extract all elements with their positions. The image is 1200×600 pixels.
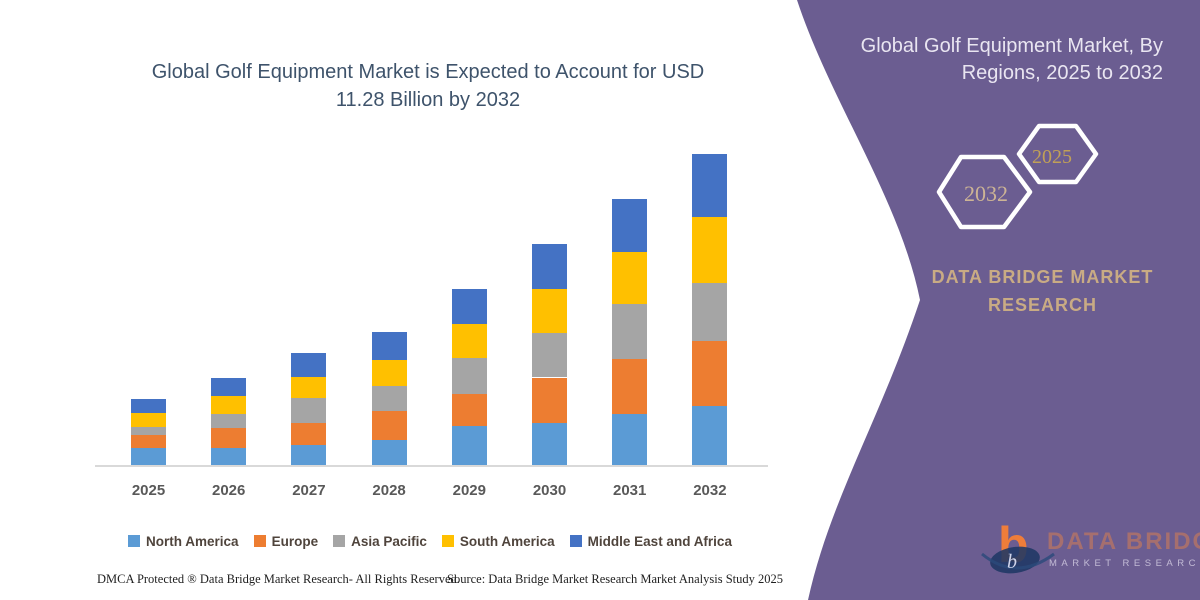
data-bridge-logo: b b DATA BRIDGE MARKET RESEARCH xyxy=(981,517,1200,574)
bar-segment-middle-east-and-africa-2030 xyxy=(532,243,567,289)
bar-segment-middle-east-and-africa-2027 xyxy=(291,353,327,377)
side-panel-title-line1: Global Golf Equipment Market, By xyxy=(860,35,1163,57)
legend-item-europe: Europe xyxy=(253,533,319,549)
bar-segment-north-america-2032 xyxy=(692,405,728,465)
legend-swatch-icon-europe xyxy=(253,535,266,547)
legend-swatch-icon-asia-pacific xyxy=(333,535,346,547)
bar-segment-asia-pacific-2029 xyxy=(451,358,487,394)
bar-segment-north-america-2027 xyxy=(291,445,327,465)
hexagon-2032-icon xyxy=(936,154,1033,230)
bar-segment-north-america-2031 xyxy=(612,413,648,465)
bar-segment-north-america-2025 xyxy=(131,448,166,465)
legend-item-middle-east-and-africa: Middle East and Africa xyxy=(569,533,732,549)
bar-segment-asia-pacific-2028 xyxy=(371,386,407,412)
dmca-notice: DMCA Protected ® Data Bridge Market Rese… xyxy=(97,572,460,586)
bar-segment-middle-east-and-africa-2029 xyxy=(451,289,487,324)
legend-label-north-america: North America xyxy=(146,533,239,549)
x-axis-line xyxy=(95,465,768,467)
chart-title: Global Golf Equipment Market is Expected… xyxy=(0,58,856,114)
bar-segment-middle-east-and-africa-2028 xyxy=(371,331,407,360)
x-axis-label-2026: 2026 xyxy=(212,482,246,499)
legend-label-middle-east-and-africa: Middle East and Africa xyxy=(587,533,732,549)
chart-legend: North America Europe Asia Pacific South Ame… xyxy=(60,530,800,552)
bar-segment-europe-2030 xyxy=(532,377,567,424)
hexagon-2025-icon xyxy=(1016,123,1099,185)
bar-segment-europe-2031 xyxy=(612,359,648,414)
x-axis-label-2029: 2029 xyxy=(452,482,486,499)
bar-segment-south-america-2032 xyxy=(692,216,728,283)
bar-segment-europe-2026 xyxy=(211,428,247,448)
bar-segment-europe-2025 xyxy=(131,435,166,449)
bar-segment-south-america-2031 xyxy=(612,252,648,305)
x-axis-label-2030: 2030 xyxy=(532,482,567,499)
legend-swatch-icon-south-america xyxy=(441,535,454,547)
legend-item-north-america: North America xyxy=(128,534,239,549)
bar-segment-europe-2029 xyxy=(451,393,487,427)
bar-segment-south-america-2026 xyxy=(211,396,247,414)
x-axis-label-2027: 2027 xyxy=(292,482,326,499)
plot-area: 2025 2026 2027 2028 2029 2030 2031 2032 xyxy=(95,153,768,499)
bar-segment-north-america-2028 xyxy=(371,440,407,465)
legend-label-europe: Europe xyxy=(271,533,319,549)
bar-segment-south-america-2025 xyxy=(131,412,166,427)
source-note: Source: Data Bridge Market Research Mark… xyxy=(447,572,784,586)
bar-segment-asia-pacific-2025 xyxy=(131,426,166,436)
bar-segment-south-america-2030 xyxy=(532,288,567,334)
bar-segment-middle-east-and-africa-2032 xyxy=(692,153,728,217)
bar-segment-asia-pacific-2031 xyxy=(612,304,648,359)
hexagon-2032-label: 2032 xyxy=(964,181,1008,206)
bar-segment-europe-2028 xyxy=(371,411,407,441)
bar-segment-asia-pacific-2026 xyxy=(211,413,247,428)
bar-segment-south-america-2029 xyxy=(451,323,487,359)
legend-label-asia-pacific: Asia Pacific xyxy=(351,533,427,549)
hexagon-2025-label: 2025 xyxy=(1032,146,1072,168)
chart-title-line2: 11.28 Billion by 2032 xyxy=(335,89,521,111)
brand-block: DATA BRIDGE MARKET RESEARCH xyxy=(910,263,1175,319)
bar-segment-north-america-2029 xyxy=(451,426,487,465)
legend-label-south-america: South America xyxy=(459,533,555,549)
bar-segment-asia-pacific-2030 xyxy=(532,333,567,378)
legend-item-asia-pacific: Asia Pacific xyxy=(333,534,427,549)
legend-swatch-icon-north-america xyxy=(128,535,141,547)
watermark-sub-text: MARKET RESEARCH xyxy=(1049,558,1200,569)
brand-line1: DATA BRIDGE MARKET xyxy=(931,267,1154,287)
bar-segment-middle-east-and-africa-2026 xyxy=(211,377,247,396)
x-axis-label-2028: 2028 xyxy=(372,482,406,499)
side-panel-title-line2: Regions, 2025 to 2032 xyxy=(961,62,1163,84)
legend-item-south-america: South America xyxy=(441,533,555,549)
logo-inner-b-icon: b xyxy=(1007,551,1017,573)
chart-title-line1: Global Golf Equipment Market is Expected… xyxy=(151,61,705,83)
bar-segment-south-america-2027 xyxy=(291,376,327,399)
bar-segment-south-america-2028 xyxy=(371,359,407,387)
legend-swatch-icon-middle-east-and-africa xyxy=(569,535,582,547)
side-panel-title: Global Golf Equipment Market, By Regions… xyxy=(833,33,1163,87)
purple-swoosh-panel xyxy=(797,0,1200,600)
watermark-brand-text: DATA BRIDGE xyxy=(1047,528,1200,555)
x-axis-label-2025: 2025 xyxy=(131,482,166,499)
x-axis-label-2032: 2032 xyxy=(693,482,727,499)
bar-segment-middle-east-and-africa-2031 xyxy=(612,198,648,253)
brand-line2: RESEARCH xyxy=(987,295,1097,315)
bar-segment-north-america-2026 xyxy=(211,447,247,465)
bar-segment-asia-pacific-2032 xyxy=(692,282,728,341)
bar-segment-middle-east-and-africa-2025 xyxy=(131,399,166,413)
x-axis-label-2031: 2031 xyxy=(613,482,647,499)
logo-swoosh-tail-icon xyxy=(981,552,1055,570)
bar-segment-europe-2027 xyxy=(291,422,327,446)
bar-segment-asia-pacific-2027 xyxy=(291,398,327,423)
bar-segment-europe-2032 xyxy=(692,340,728,406)
bar-segment-north-america-2030 xyxy=(532,423,567,465)
